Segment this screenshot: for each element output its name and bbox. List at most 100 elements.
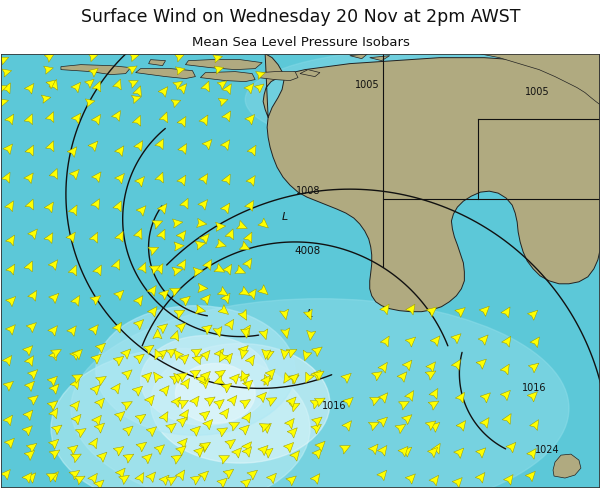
Polygon shape xyxy=(4,438,14,448)
Polygon shape xyxy=(113,201,121,212)
Polygon shape xyxy=(452,478,462,488)
Ellipse shape xyxy=(175,364,255,423)
Polygon shape xyxy=(28,396,38,405)
Polygon shape xyxy=(500,364,509,375)
Polygon shape xyxy=(241,370,250,381)
Polygon shape xyxy=(1,469,10,480)
Polygon shape xyxy=(2,83,10,94)
Polygon shape xyxy=(46,80,55,89)
Polygon shape xyxy=(502,413,511,425)
Polygon shape xyxy=(70,401,79,411)
Polygon shape xyxy=(214,400,224,409)
Polygon shape xyxy=(94,480,104,488)
Polygon shape xyxy=(231,447,242,458)
Polygon shape xyxy=(113,356,124,366)
Polygon shape xyxy=(26,473,35,483)
Polygon shape xyxy=(221,140,230,150)
Polygon shape xyxy=(88,325,99,335)
Polygon shape xyxy=(377,470,386,481)
Polygon shape xyxy=(475,472,485,483)
Polygon shape xyxy=(238,346,248,356)
Polygon shape xyxy=(93,265,102,276)
Polygon shape xyxy=(133,320,144,330)
Polygon shape xyxy=(240,348,249,359)
Polygon shape xyxy=(214,375,225,384)
Polygon shape xyxy=(97,452,107,462)
Polygon shape xyxy=(166,477,177,486)
Polygon shape xyxy=(74,476,85,485)
Polygon shape xyxy=(24,261,32,272)
Polygon shape xyxy=(121,402,132,410)
Ellipse shape xyxy=(71,299,569,488)
Polygon shape xyxy=(501,307,510,318)
Text: Mean Sea Level Pressure Isobars: Mean Sea Level Pressure Isobars xyxy=(192,37,409,49)
Polygon shape xyxy=(215,370,225,380)
Polygon shape xyxy=(111,111,121,122)
Polygon shape xyxy=(200,411,210,421)
Polygon shape xyxy=(49,471,58,482)
Polygon shape xyxy=(141,372,152,383)
Polygon shape xyxy=(246,176,255,186)
Polygon shape xyxy=(159,411,168,423)
Polygon shape xyxy=(191,476,201,485)
Polygon shape xyxy=(478,335,488,346)
Polygon shape xyxy=(266,473,276,484)
Polygon shape xyxy=(22,426,32,436)
Polygon shape xyxy=(239,241,250,250)
Polygon shape xyxy=(279,309,288,320)
Polygon shape xyxy=(61,64,130,75)
Polygon shape xyxy=(261,349,271,360)
Polygon shape xyxy=(426,307,437,317)
Polygon shape xyxy=(370,56,389,61)
Polygon shape xyxy=(67,147,77,157)
Polygon shape xyxy=(67,445,78,455)
Polygon shape xyxy=(200,443,210,451)
Polygon shape xyxy=(198,200,207,210)
Polygon shape xyxy=(480,418,489,428)
Polygon shape xyxy=(146,427,157,437)
Polygon shape xyxy=(530,337,540,347)
Polygon shape xyxy=(157,229,165,240)
Polygon shape xyxy=(148,60,165,65)
Polygon shape xyxy=(479,306,489,316)
Polygon shape xyxy=(88,54,98,61)
Polygon shape xyxy=(378,362,388,373)
Polygon shape xyxy=(170,330,179,341)
Polygon shape xyxy=(341,373,351,383)
Polygon shape xyxy=(427,447,438,458)
Polygon shape xyxy=(172,267,183,276)
Polygon shape xyxy=(134,354,144,364)
Polygon shape xyxy=(152,221,163,229)
Polygon shape xyxy=(44,233,53,244)
Polygon shape xyxy=(91,199,100,209)
Polygon shape xyxy=(71,295,79,306)
Polygon shape xyxy=(175,67,185,75)
Polygon shape xyxy=(480,54,600,104)
Polygon shape xyxy=(239,425,249,435)
Polygon shape xyxy=(242,442,252,452)
Polygon shape xyxy=(281,349,290,360)
Polygon shape xyxy=(177,438,188,449)
Polygon shape xyxy=(200,294,210,305)
Polygon shape xyxy=(377,446,387,456)
Polygon shape xyxy=(264,374,273,386)
Polygon shape xyxy=(527,392,537,402)
Polygon shape xyxy=(175,470,185,481)
Polygon shape xyxy=(225,229,234,240)
Polygon shape xyxy=(127,66,137,74)
Polygon shape xyxy=(528,310,538,320)
Polygon shape xyxy=(350,54,368,59)
Polygon shape xyxy=(310,401,321,409)
Polygon shape xyxy=(314,398,325,407)
Polygon shape xyxy=(266,398,277,407)
Polygon shape xyxy=(135,414,146,424)
Polygon shape xyxy=(429,475,439,486)
Polygon shape xyxy=(69,470,80,480)
Polygon shape xyxy=(191,349,202,358)
Polygon shape xyxy=(157,350,167,360)
Polygon shape xyxy=(136,206,146,216)
Polygon shape xyxy=(25,145,34,156)
Polygon shape xyxy=(24,450,35,460)
Polygon shape xyxy=(68,265,76,276)
Polygon shape xyxy=(49,168,58,179)
